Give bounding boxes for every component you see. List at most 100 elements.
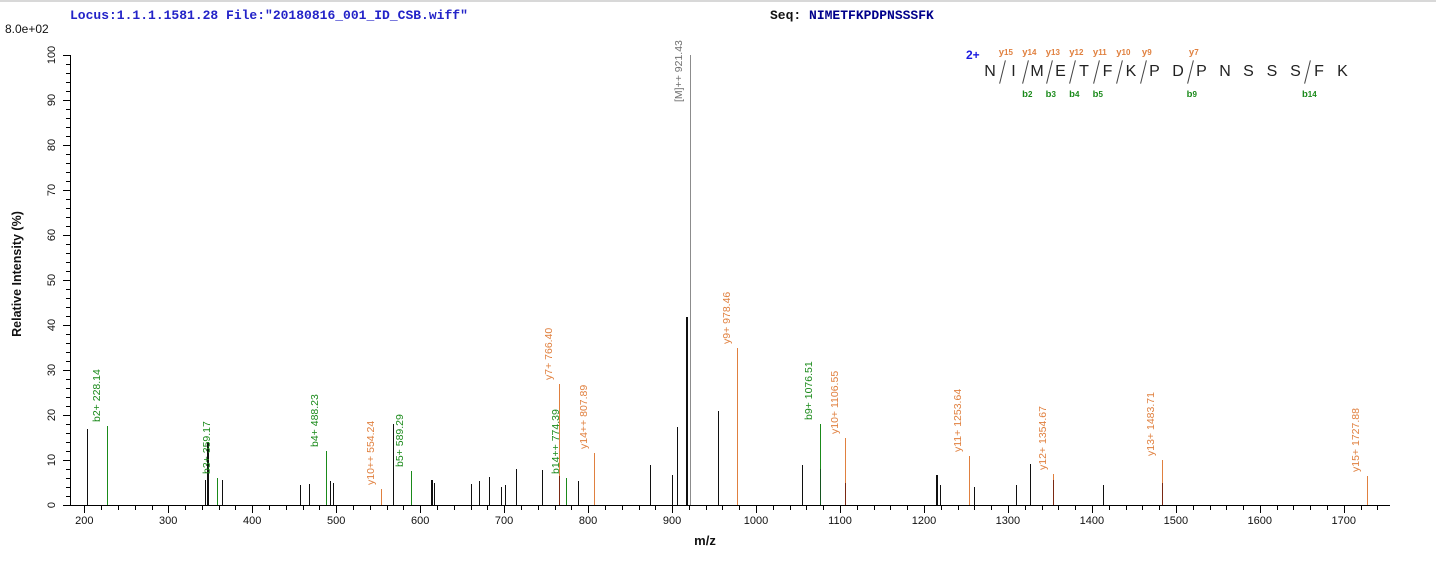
y-minor-tick [66,208,70,209]
labeled-peak [559,383,561,505]
labeled-peak [566,478,568,505]
peak [686,316,689,505]
x-minor-tick [403,506,405,510]
peak-label: y10+ 1106.55 [828,370,841,434]
x-major-tick [504,506,506,513]
cleavage-slash [1139,60,1147,84]
x-minor-tick [319,506,321,510]
peak-label: b4+ 488.23 [309,394,322,447]
y-tick-label: 80 [46,138,58,152]
residue-letter: S [1243,63,1254,80]
peak [87,428,89,505]
y-major-tick [63,370,70,371]
y-ion-label: y14 [1022,47,1037,58]
peak-label: y12+ 1354.67 [1036,405,1049,470]
intensity-scale-note: 8.0e+02 [5,22,49,36]
labeled-peak [845,437,846,505]
y-minor-tick [66,469,70,470]
y-minor-tick [66,388,70,389]
labeled-peak [737,347,739,505]
b-ion-label: b4 [1069,89,1080,100]
x-minor-tick [974,506,976,510]
x-minor-tick [1327,506,1328,510]
x-minor-tick [386,506,388,510]
y-minor-tick [66,154,70,155]
peak-label: b2+ 228.14 [90,369,103,423]
peak [501,487,503,505]
x-tick-label: 900 [662,515,682,527]
peak [489,477,491,505]
labeled-peak [381,489,383,506]
y-minor-tick [66,217,70,218]
peak [935,475,938,505]
y-minor-tick [66,244,70,245]
x-minor-tick [722,506,724,510]
y-minor-tick [66,397,70,398]
x-major-tick [252,506,254,513]
x-minor-tick [991,506,993,510]
x-minor-tick [1293,506,1295,510]
x-minor-tick [940,506,942,510]
peak [1103,485,1105,505]
peak-label: [M]++ 921.43 [673,40,686,102]
x-minor-tick [1108,506,1110,510]
y-major-tick [63,325,70,326]
cleavage-slash [1022,60,1030,84]
x-axis-title: m/z [694,533,716,548]
y-minor-tick [66,118,70,119]
x-minor-tick [1024,506,1026,510]
x-minor-tick [201,506,203,510]
x-minor-tick [856,506,858,510]
x-minor-tick [235,506,237,510]
residue-letter: T [1079,63,1089,80]
y-tick-label: 10 [46,453,58,467]
labeled-peak [819,424,821,505]
peak [1030,463,1032,505]
peak [479,480,481,505]
residue-letter: F [1102,63,1113,80]
y-axis-title: Relative Intensity (%) [10,211,24,337]
y-minor-tick [66,379,70,380]
x-major-tick [1007,506,1009,513]
residue-letter: M [1030,63,1044,80]
y-minor-tick [66,298,70,299]
cleavage-slash [998,60,1006,84]
cleavage-slash [1045,60,1053,84]
peak-label: b5+ 589.29 [394,414,407,468]
y-tick-label: 40 [46,318,58,332]
peak [299,485,301,505]
x-minor-tick [369,506,371,510]
residue-letter: P [1196,63,1207,80]
peak-label: y9+ 978.46 [720,291,733,344]
y-ion-label: y15 [998,47,1013,58]
y-major-tick [63,235,70,236]
x-minor-tick [1360,506,1362,510]
peak [433,483,435,505]
y-minor-tick [66,487,70,488]
x-minor-tick [571,506,573,510]
x-minor-tick [554,506,556,510]
x-minor-tick [1243,506,1245,510]
residue-letter: K [1337,63,1348,80]
x-minor-tick [772,506,774,510]
x-minor-tick [285,506,287,510]
x-minor-tick [1142,506,1144,510]
x-minor-tick [1377,506,1379,510]
y-minor-tick [66,181,70,182]
y-major-tick [63,190,70,191]
peak [845,482,846,505]
x-minor-tick [688,506,690,510]
peak [973,487,975,505]
x-tick-label: 1100 [828,515,852,527]
peak-label: y11+ 1253.64 [952,388,964,452]
x-minor-tick [1041,506,1043,510]
x-minor-tick [1226,506,1228,510]
x-major-tick [168,506,170,513]
peak-label: y10++ 554.24 [364,421,377,486]
cleavage-slash [1116,60,1124,84]
x-minor-tick [907,506,909,510]
x-minor-tick [638,506,640,510]
x-tick-label: 1600 [1247,515,1273,527]
y-minor-tick [66,163,70,164]
y-minor-tick [66,172,70,173]
